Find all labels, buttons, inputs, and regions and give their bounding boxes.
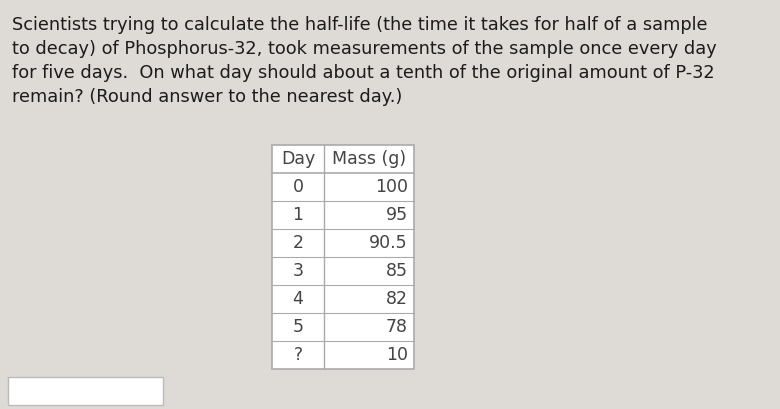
Text: Day: Day [281,150,315,168]
Text: 3: 3 [292,262,303,280]
Text: 4: 4 [292,290,303,308]
Text: remain? (Round answer to the nearest day.): remain? (Round answer to the nearest day… [12,88,402,106]
Text: Scientists trying to calculate the half-life (the time it takes for half of a sa: Scientists trying to calculate the half-… [12,16,707,34]
Text: 0: 0 [292,178,303,196]
Text: 95: 95 [386,206,408,224]
Text: 1: 1 [292,206,303,224]
Text: to decay) of Phosphorus-32, took measurements of the sample once every day: to decay) of Phosphorus-32, took measure… [12,40,717,58]
Text: for five days.  On what day should about a tenth of the original amount of P-32: for five days. On what day should about … [12,64,714,82]
Text: 2: 2 [292,234,303,252]
Text: 10: 10 [386,346,408,364]
Text: 85: 85 [386,262,408,280]
Text: 78: 78 [386,318,408,336]
Text: Mass (g): Mass (g) [332,150,406,168]
Text: 100: 100 [375,178,408,196]
Bar [272,145,414,369]
Text: 5: 5 [292,318,303,336]
Text: 90.5: 90.5 [370,234,408,252]
Text: ?: ? [293,346,303,364]
Bar [8,377,163,405]
Text: 82: 82 [386,290,408,308]
